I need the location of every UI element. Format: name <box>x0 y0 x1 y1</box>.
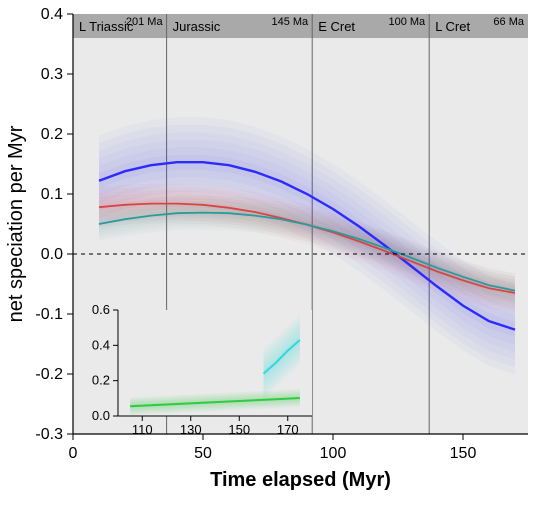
y-tick-label: 0.0 <box>41 246 63 263</box>
y-tick-label: 0.4 <box>41 6 63 23</box>
y-tick-label: -0.2 <box>35 366 63 383</box>
inset-y-tick-label: 0.2 <box>92 373 110 388</box>
x-tick-label: 50 <box>194 445 212 462</box>
era-top-label: 145 Ma <box>271 16 309 28</box>
x-tick-label: 0 <box>69 445 78 462</box>
x-axis-label: Time elapsed (Myr) <box>210 469 391 491</box>
era-label: E Cret <box>318 19 355 34</box>
inset-y-tick-label: 0.4 <box>92 337 110 352</box>
y-tick-label: 0.3 <box>41 66 63 83</box>
inset-x-tick-label: 110 <box>132 422 153 437</box>
inset-y-tick-label: 0.6 <box>92 302 110 317</box>
era-label: L Cret <box>435 19 470 34</box>
y-tick-label: 0.2 <box>41 126 63 143</box>
y-tick-label: 0.1 <box>41 186 63 203</box>
y-tick-label: -0.1 <box>35 306 63 323</box>
x-tick-label: 150 <box>450 445 477 462</box>
y-tick-label: -0.3 <box>35 426 63 443</box>
era-label: Jurassic <box>173 19 221 34</box>
chart-container: L Triassic201 MaJurassic145 MaE Cret100 … <box>0 0 551 505</box>
era-top-label: 100 Ma <box>388 16 426 28</box>
inset-x-tick-label: 150 <box>228 422 250 437</box>
chart-svg: L Triassic201 MaJurassic145 MaE Cret100 … <box>0 0 551 505</box>
inset-x-tick-label: 170 <box>277 422 299 437</box>
x-tick-label: 100 <box>320 445 347 462</box>
era-top-label: 66 Ma <box>493 16 524 28</box>
inset-y-tick-label: 0.0 <box>92 408 110 423</box>
era-top-label: 201 Ma <box>126 16 164 28</box>
inset-x-tick-label: 130 <box>180 422 202 437</box>
y-axis-label: net speciation per Myr <box>5 125 27 322</box>
